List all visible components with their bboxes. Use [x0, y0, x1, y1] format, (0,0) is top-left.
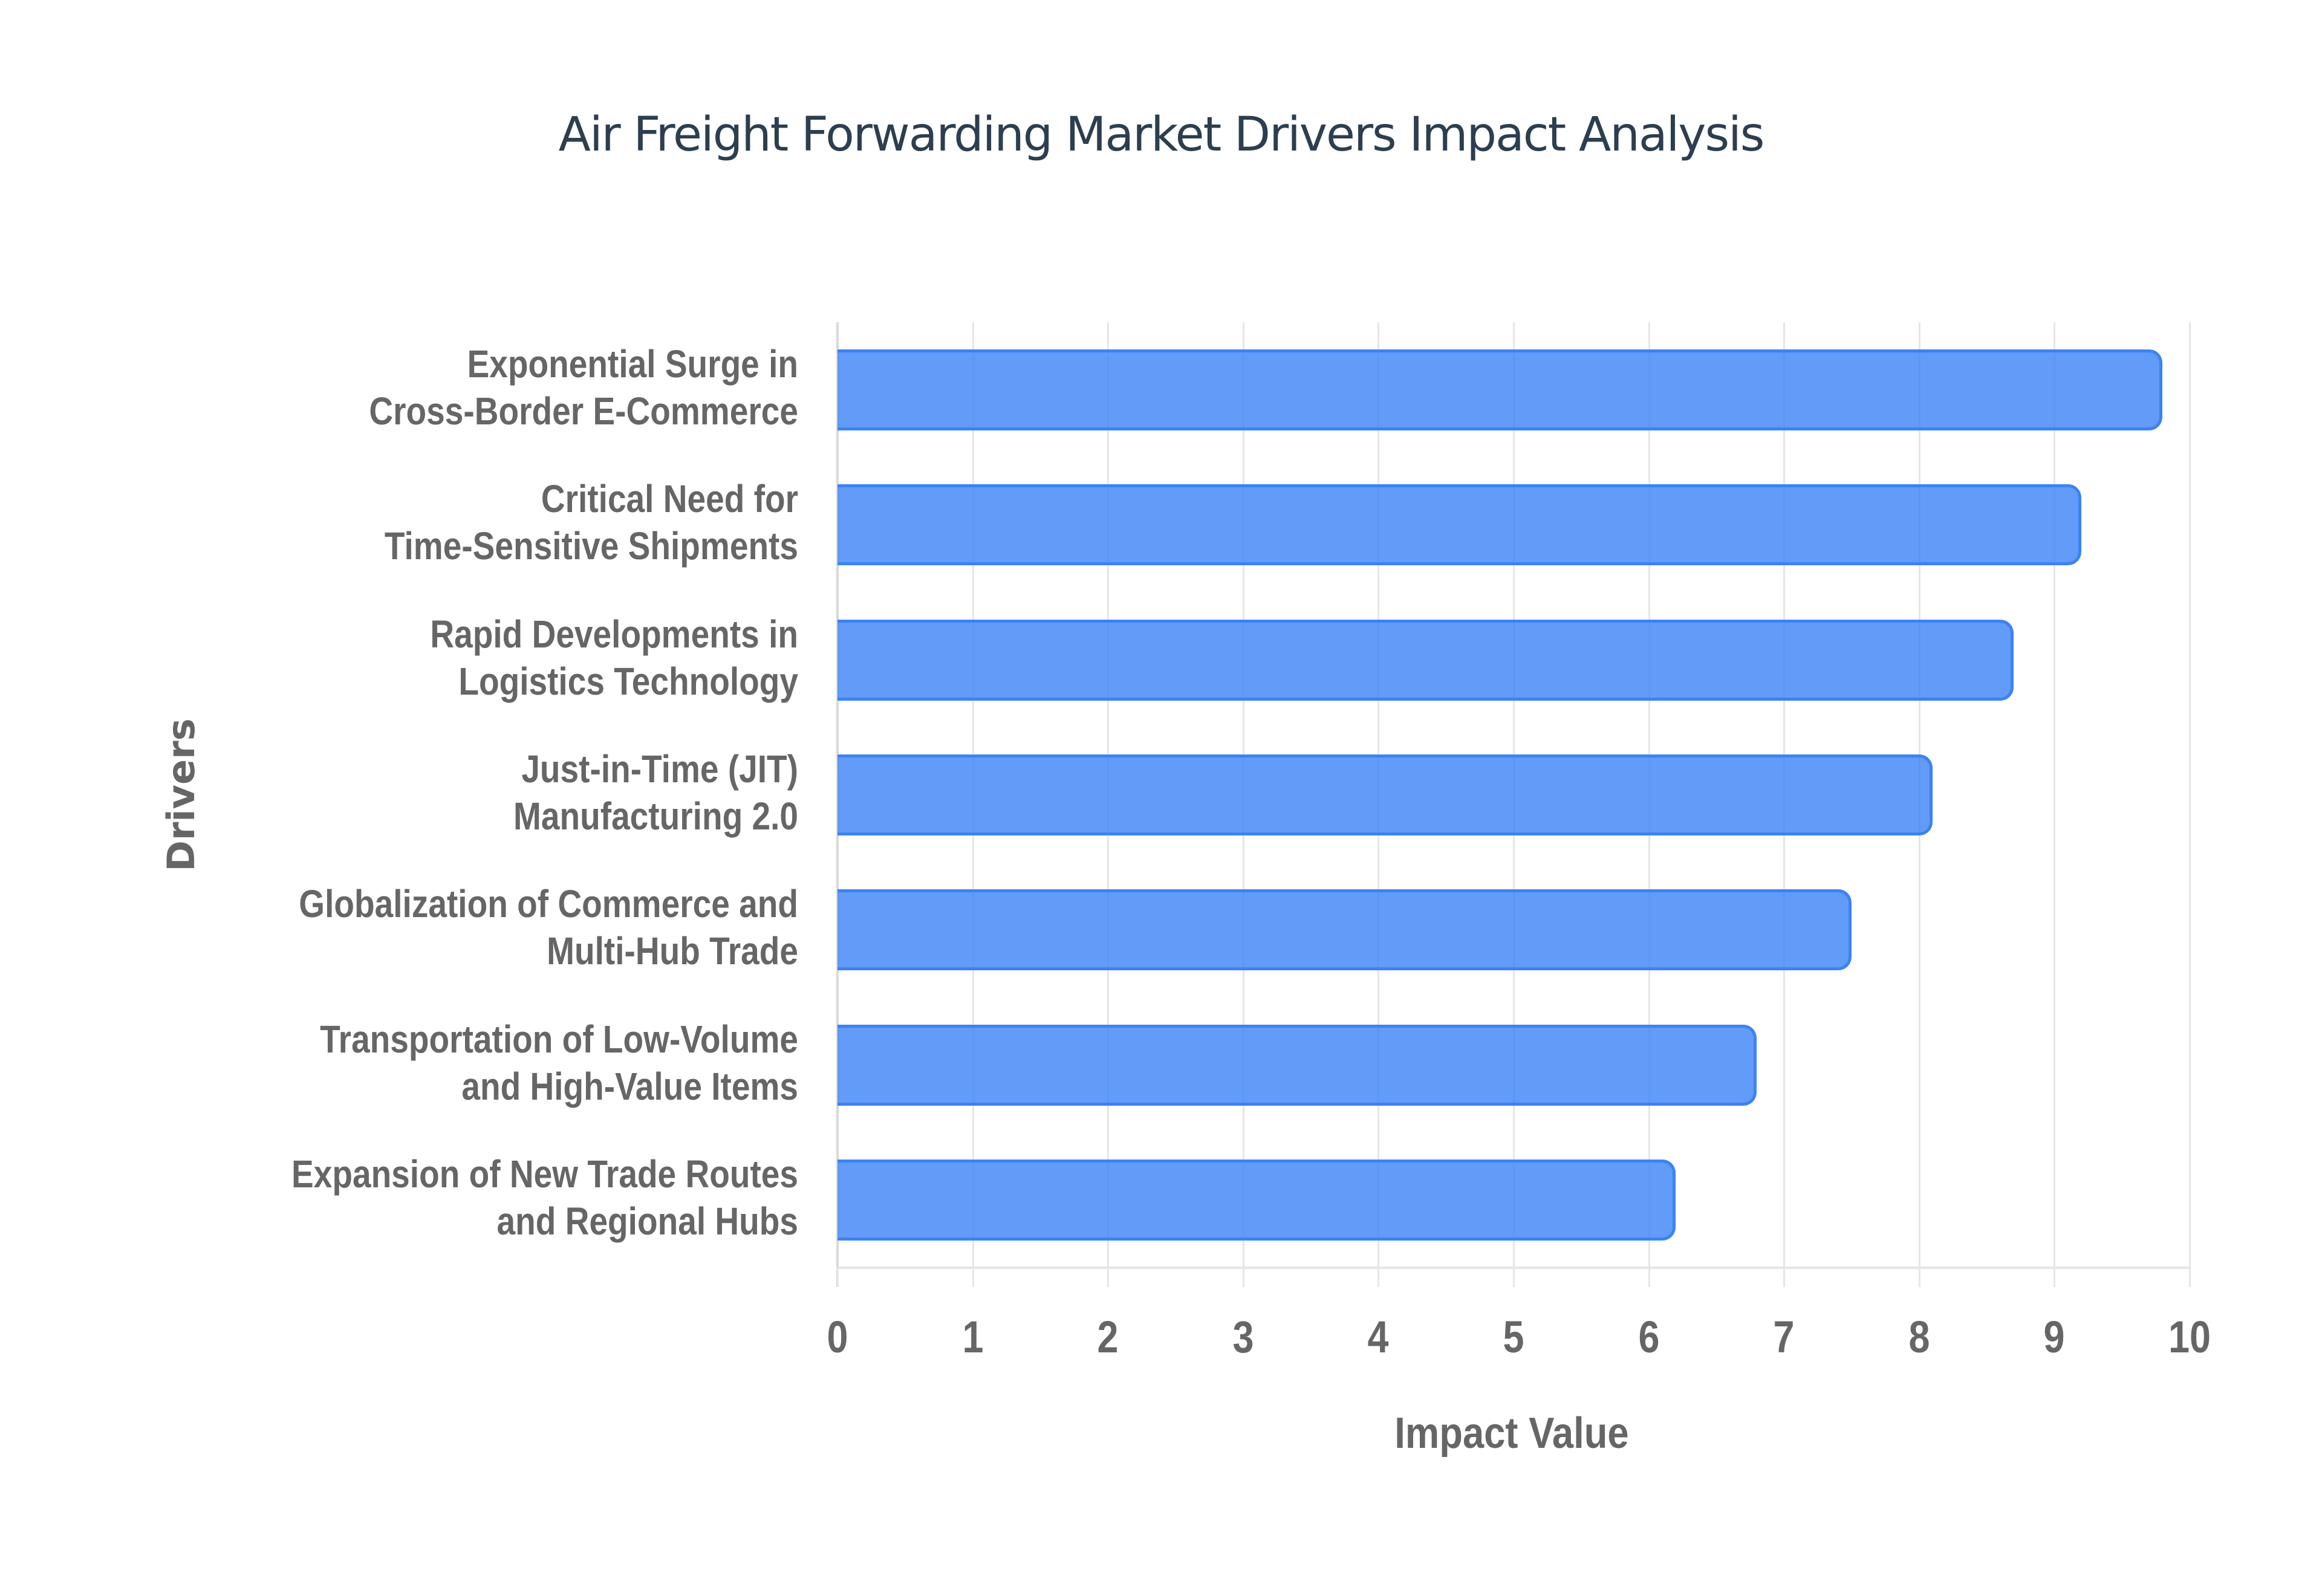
bar[interactable]: [837, 349, 2163, 430]
x-tick-mark: [1107, 1268, 1110, 1287]
label-line-1: Globalization of Commerce and: [299, 882, 799, 926]
bar[interactable]: [837, 1024, 1757, 1106]
chart-title: Air Freight Forwarding Market Drivers Im…: [558, 108, 1765, 162]
y-axis-title: Drivers: [159, 718, 203, 872]
x-tick-label: 3: [1232, 1312, 1254, 1362]
x-tick-mark: [1242, 1268, 1244, 1287]
y-category-label: Transportation of Low-Volume and High-Val…: [226, 1016, 798, 1110]
bar[interactable]: [837, 1160, 1676, 1241]
label-line-1: Just-in-Time (JIT): [521, 747, 798, 791]
label-line-1: Critical Need for: [541, 477, 798, 521]
bar[interactable]: [837, 484, 2082, 566]
y-category-label: Rapid Developments in Logistics Technolog…: [226, 611, 798, 705]
gridline: [2189, 322, 2191, 1268]
gridline: [2054, 322, 2056, 1268]
x-tick-mark: [972, 1268, 974, 1287]
y-category-label: Critical Need for Time-Sensitive Shipment…: [226, 475, 798, 569]
x-tick-label: 5: [1503, 1312, 1524, 1362]
x-tick-label: 0: [827, 1312, 848, 1362]
x-tick-label: 10: [2168, 1312, 2211, 1362]
x-axis-title: Impact Value: [1394, 1409, 1629, 1458]
x-tick-mark: [2189, 1268, 2191, 1287]
x-tick-mark: [1513, 1268, 1515, 1287]
label-line-2: Time-Sensitive Shipments: [384, 524, 798, 568]
bar[interactable]: [837, 619, 2014, 701]
y-category-label: Just-in-Time (JIT) Manufacturing 2.0: [226, 745, 798, 840]
x-tick-label: 9: [2043, 1312, 2065, 1362]
label-line-1: Exponential Surge in: [467, 342, 798, 386]
x-tick-mark: [2054, 1268, 2056, 1287]
y-category-label: Expansion of New Trade Routes and Regiona…: [226, 1150, 798, 1245]
x-tick-label: 8: [1908, 1312, 1930, 1362]
x-tick-label: 1: [962, 1312, 984, 1362]
x-tick-mark: [1918, 1268, 1920, 1287]
label-line-2: Logistics Technology: [458, 659, 798, 703]
label-line-2: Multi-Hub Trade: [547, 929, 798, 973]
y-category-label: Globalization of Commerce and Multi-Hub T…: [226, 880, 798, 975]
label-line-1: Rapid Developments in: [430, 612, 798, 656]
x-tick-label: 6: [1638, 1312, 1660, 1362]
x-tick-mark: [1648, 1268, 1650, 1287]
bar[interactable]: [837, 754, 1933, 835]
x-tick-mark: [1783, 1268, 1786, 1287]
x-tick-mark: [837, 1268, 839, 1287]
label-line-2: Cross-Border E-Commerce: [369, 389, 798, 433]
label-line-1: Transportation of Low-Volume: [320, 1017, 798, 1061]
x-tick-mark: [1377, 1268, 1380, 1287]
plot-area: 0 1 2 3 4 5 6 7 8 9 10: [827, 322, 2211, 1362]
x-tick-label: 7: [1773, 1312, 1795, 1362]
x-tick-label: 4: [1367, 1312, 1389, 1362]
label-line-2: Manufacturing 2.0: [513, 794, 798, 838]
label-line-2: and Regional Hubs: [496, 1199, 798, 1244]
label-line-1: Expansion of New Trade Routes: [291, 1152, 798, 1196]
y-category-label: Exponential Surge in Cross-Border E-Comme…: [226, 340, 798, 435]
bar[interactable]: [837, 889, 1852, 971]
label-line-2: and High-Value Items: [461, 1064, 798, 1108]
x-tick-label: 2: [1097, 1312, 1119, 1362]
